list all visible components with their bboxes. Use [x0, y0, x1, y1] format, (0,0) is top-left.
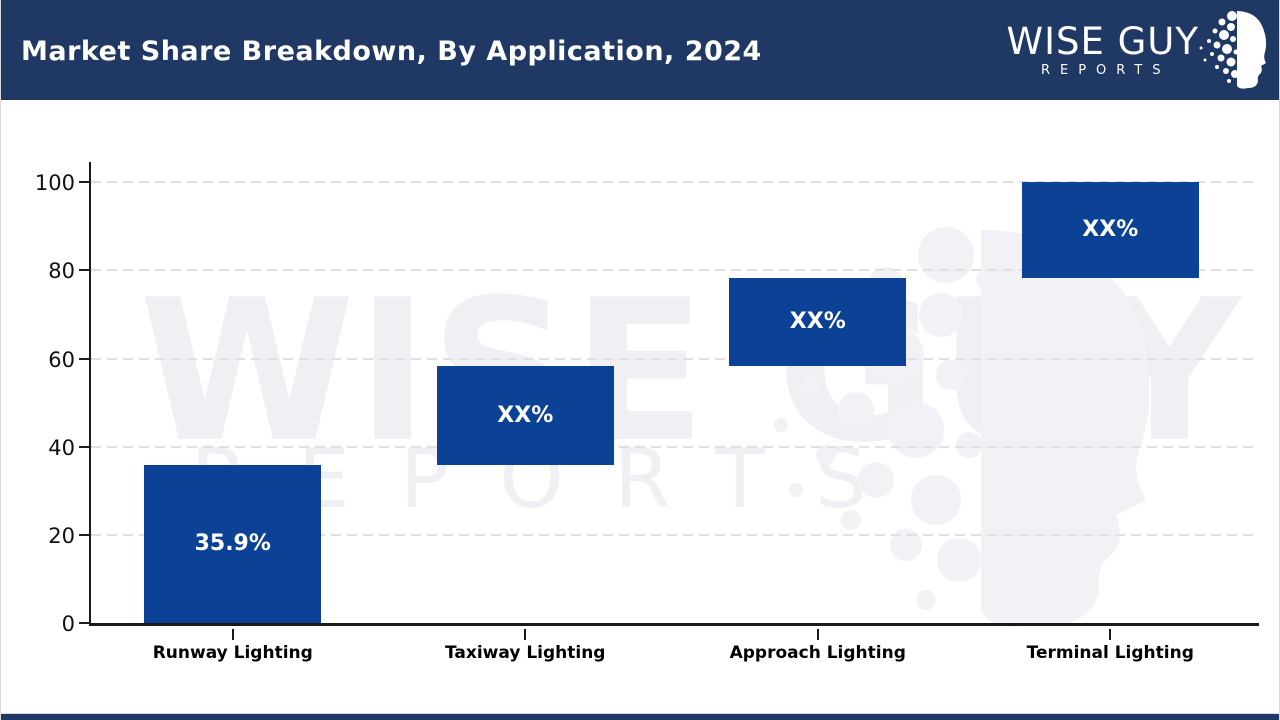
wise-guy-head-icon	[1199, 11, 1267, 89]
x-tick-label-1: Taxiway Lighting	[445, 643, 606, 663]
y-tick-label-100: 100	[34, 171, 75, 196]
footer-divider	[1, 713, 1279, 714]
y-tick-label-60: 60	[48, 347, 75, 372]
brand-name: WISE GUY	[1006, 19, 1199, 63]
header-bar: Market Share Breakdown, By Application, …	[1, 0, 1279, 100]
bar-terminal-lighting: XX%	[1021, 182, 1199, 278]
bar-value-label: XX%	[789, 309, 846, 335]
bar-value-label: XX%	[1082, 217, 1139, 243]
brand-logo: WISE GUY REPORTS	[1007, 8, 1269, 92]
x-tick-label-2: Approach Lighting	[729, 643, 906, 663]
x-tick-label-0: Runway Lighting	[152, 643, 313, 663]
bar-approach-lighting: XX%	[729, 277, 907, 366]
y-axis-tick-100	[79, 181, 89, 184]
brand-logo-text: WISE GUY REPORTS	[1006, 19, 1199, 79]
gridline-80	[91, 269, 1259, 272]
bar-chart-plot-area: 0 20 40 60 80 100 35.9% Runway Lighting XX% Taxiw…	[35, 162, 1259, 663]
x-tick-label-3: Terminal Lighting	[1026, 643, 1194, 663]
watermark-head-icon	[774, 227, 1150, 627]
brand-subname: REPORTS	[1040, 63, 1171, 79]
y-tick-label-0: 0	[61, 612, 75, 636]
gridline-20	[91, 533, 1259, 536]
footer-accent-bar	[1, 714, 1279, 720]
x-axis-tick-2	[816, 629, 819, 640]
x-axis-tick-1	[524, 629, 527, 640]
bar-taxiway-lighting: XX%	[436, 365, 614, 465]
y-axis-tick-60	[79, 357, 89, 360]
x-axis-tick-3	[1109, 629, 1112, 640]
y-tick-label-40: 40	[48, 435, 75, 460]
gridline-100	[91, 181, 1259, 184]
y-axis-tick-0	[79, 622, 89, 624]
gridline-60	[91, 357, 1259, 360]
bar-value-label: XX%	[497, 402, 554, 428]
y-axis-tick-40	[79, 445, 89, 448]
bar-value-label: 35.9%	[194, 531, 271, 557]
bar-runway-lighting: 35.9%	[144, 464, 322, 623]
y-tick-label-20: 20	[48, 523, 75, 548]
y-axis-tick-20	[79, 533, 89, 536]
x-axis-tick-0	[231, 629, 234, 640]
gridline-40	[91, 445, 1259, 448]
y-axis-tick-80	[79, 269, 89, 272]
y-tick-label-80: 80	[48, 259, 75, 284]
page-title: Market Share Breakdown, By Application, …	[21, 36, 762, 67]
